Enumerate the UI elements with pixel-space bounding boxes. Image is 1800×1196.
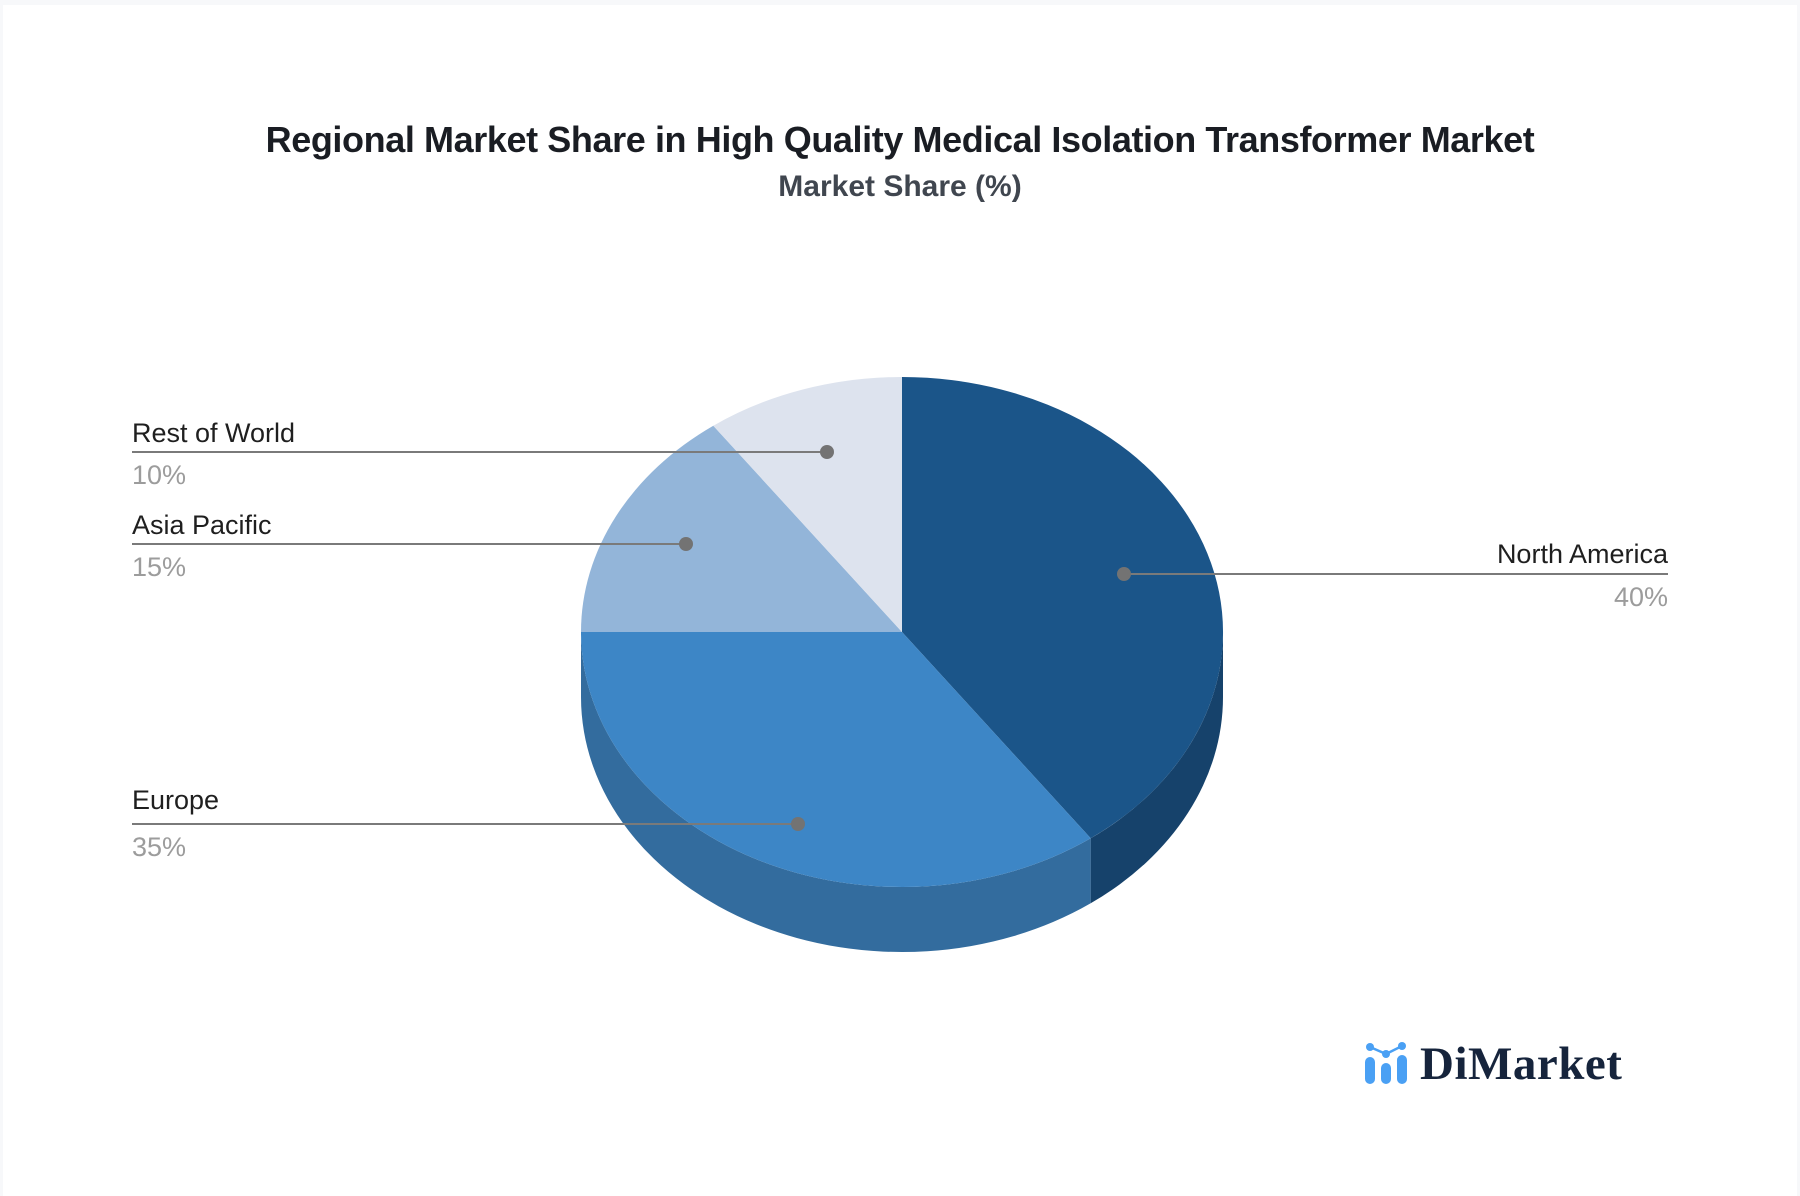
dimarket-logo[interactable]: DiMarket [1364,1038,1622,1090]
bar-line-chart-icon [1365,1042,1407,1084]
label-north-america-name: North America [1496,539,1668,569]
label-rest-of-world: Rest of World [132,417,692,450]
window-edge-top [0,0,1800,5]
value-north-america-pct: 40% [1613,582,1668,612]
label-asia-pacific: Asia Pacific [132,509,692,542]
slice-north-america-rim [1090,632,1223,904]
slice-north-america[interactable] [902,377,1224,839]
slice-asia-pacific[interactable] [581,425,902,632]
label-rest-of-world-name: Rest of World [132,418,296,448]
leader-dot-asia-pacific [679,537,693,551]
slice-rest-of-world[interactable] [713,376,902,632]
window-edge-left [0,0,3,1196]
slice-europe-rim [581,632,1091,953]
label-europe: Europe [132,784,692,817]
chart-subtitle: Market Share (%) [778,170,1022,203]
value-asia-pacific: 15% [132,551,692,584]
chart-title: Regional Market Share in High Quality Me… [265,119,1535,160]
leader-dot-north-america [1117,567,1131,581]
brand-name: DiMarket [1420,1038,1623,1090]
value-north-america: 40% [1108,581,1668,614]
label-europe-name: Europe [132,785,220,815]
label-north-america: North America [1108,538,1668,571]
value-rest-of-world-pct: 10% [132,460,187,490]
value-asia-pacific-pct: 15% [132,552,187,582]
leader-dot-rest-of-world [820,445,834,459]
value-rest-of-world: 10% [132,459,692,492]
leader-dot-europe [791,817,805,831]
value-europe-pct: 35% [132,832,187,862]
window-edge-right [1797,0,1800,1196]
label-asia-pacific-name: Asia Pacific [132,510,272,540]
value-europe: 35% [132,831,692,864]
